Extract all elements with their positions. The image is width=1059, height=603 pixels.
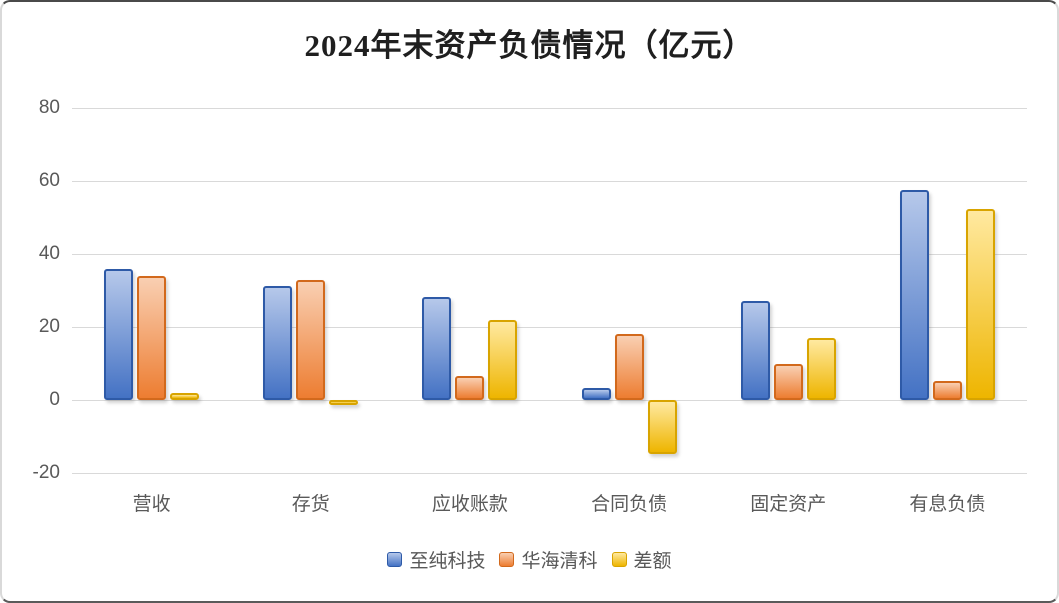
bar (614, 334, 644, 400)
legend-marker-icon (499, 552, 515, 567)
plot-area (72, 108, 1027, 474)
gridline-0 (72, 400, 1027, 401)
x-axis-label-1: 营收 (132, 494, 171, 515)
y-tick-label-40: 40 (38, 243, 60, 264)
bar (455, 376, 485, 400)
legend-item-3: 差额 (611, 546, 672, 573)
legend-marker-icon (387, 552, 403, 567)
bar (422, 296, 452, 400)
bar (296, 280, 326, 400)
gridline--20 (72, 473, 1027, 474)
y-tick-label-0: 0 (49, 389, 60, 410)
gridline-40 (72, 254, 1027, 255)
x-axis-label-4: 合同负债 (591, 494, 668, 515)
legend-label: 差额 (633, 551, 672, 572)
legend-item-2: 华海清科 (499, 546, 598, 573)
y-tick-label-60: 60 (38, 170, 60, 191)
x-axis-label-6: 有息负债 (909, 494, 986, 515)
bar (488, 320, 518, 400)
legend-label: 至纯科技 (409, 551, 486, 572)
y-tick-label-20: 20 (38, 316, 60, 337)
bar (965, 209, 995, 400)
x-axis-label-3: 应收账款 (431, 494, 508, 515)
bar (932, 381, 962, 400)
bar (773, 363, 803, 400)
bar (899, 190, 929, 400)
y-tick-label-80: 80 (38, 97, 60, 118)
y-tick-label--20: -20 (32, 462, 60, 483)
bar (581, 388, 611, 400)
bar (170, 392, 200, 400)
bar (329, 400, 359, 406)
gridline-20 (72, 327, 1027, 328)
legend-item-1: 至纯科技 (387, 546, 485, 573)
chart-title: 2024年末资产负债情况（亿元） (304, 28, 755, 63)
bar (740, 301, 770, 400)
bar (806, 337, 836, 400)
bar (647, 400, 677, 455)
legend-marker-icon (611, 552, 627, 567)
legend: 至纯科技 华海清科 差额 (2, 546, 1057, 573)
x-axis-label-5: 固定资产 (750, 494, 827, 515)
legend-label: 华海清科 (521, 551, 598, 572)
bar (137, 275, 167, 400)
gridline-60 (72, 181, 1027, 182)
gridline-80 (72, 108, 1027, 109)
bar (263, 285, 293, 400)
bar (104, 268, 134, 400)
x-axis-label-2: 存货 (291, 494, 330, 515)
